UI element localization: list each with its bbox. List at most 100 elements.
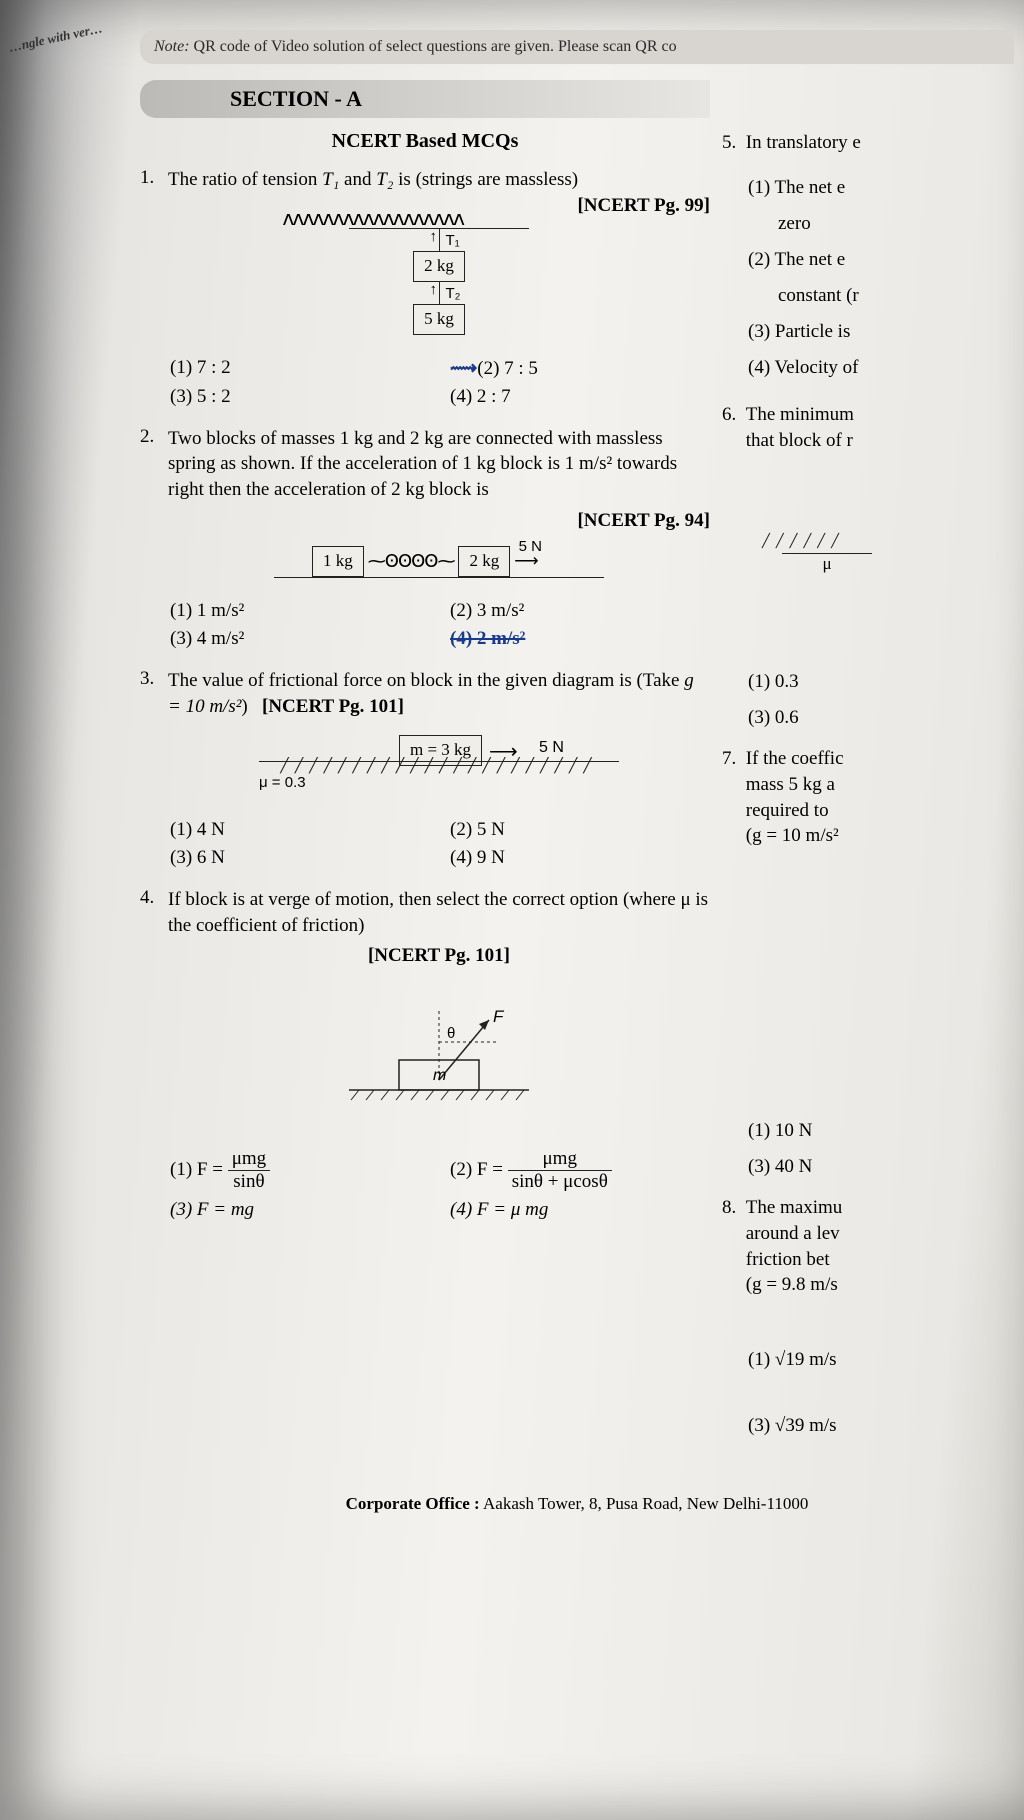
q4-opt3-text: (3) F = mg (170, 1199, 254, 1220)
q5-opt1[interactable]: (1) The net e (748, 170, 1014, 206)
q2-text: Two blocks of masses 1 kg and 2 kg are c… (168, 428, 677, 500)
block-2kg-b: 2 kg (458, 546, 510, 577)
q4-opt3[interactable]: (3) F = mg (170, 1199, 430, 1221)
block-m-label: m (433, 1067, 446, 1084)
q4-opt1-prefix: (1) F = (170, 1159, 228, 1180)
footer-label: Corporate Office : (346, 1494, 480, 1513)
q4-ref: [NCERT Pg. 101] (168, 943, 710, 969)
q7-text2: mass 5 kg a (746, 774, 835, 795)
q3-text-a: The value of frictional force on block i… (168, 670, 684, 691)
angle-theta-label: θ (447, 1025, 455, 1042)
q4-opt1[interactable]: (1) F = μmgsinθ (170, 1148, 430, 1193)
footer-address: Aakash Tower, 8, Pusa Road, New Delhi-11… (480, 1494, 809, 1513)
q4-diagram: F θ m (168, 980, 710, 1126)
q5-text: In translatory e (746, 132, 861, 153)
question-5: 5. In translatory e (722, 130, 1014, 156)
right-column: 5. In translatory e (1) The net e zero (… (722, 80, 1014, 1444)
q6-opt1[interactable]: (1) 0.3 (748, 664, 1014, 700)
q1-opt2[interactable]: ⟿(2) 7 : 5 (450, 357, 710, 380)
q5-opt1b: zero (778, 206, 1014, 242)
q3-opt2[interactable]: (2) 5 N (450, 819, 710, 841)
question-2: 2. Two blocks of masses 1 kg and 2 kg ar… (140, 426, 710, 591)
q2-ref: [NCERT Pg. 94] (168, 508, 710, 534)
q2-opt3[interactable]: (3) 4 m/s² (170, 628, 430, 650)
q4-opt2-prefix: (2) F = (450, 1159, 508, 1180)
q8-text2: around a lev (746, 1223, 840, 1244)
q3-opt3[interactable]: (3) 6 N (170, 847, 430, 869)
q7-opt1[interactable]: (1) 10 N (748, 1113, 1014, 1149)
question-6: 6. The minimum that block of r (722, 402, 1014, 453)
q3-text-b: ) (241, 696, 247, 717)
q5-options: (1) The net e zero (2) The net e constan… (748, 170, 1014, 387)
q3-ref: [NCERT Pg. 101] (262, 696, 404, 717)
q6-diagram: ╱╱╱╱╱╱ μ (762, 537, 1014, 574)
q8-options: (1) √19 m/s (3) √39 m/s (748, 1342, 1014, 1444)
ground-hatch-icon (351, 1090, 524, 1100)
force-5n-b: 5 N (539, 737, 564, 759)
question-4: 4. If block is at verge of motion, then … (140, 887, 710, 1138)
q4-options: (1) F = μmgsinθ (2) F = μmgsinθ + μcosθ … (170, 1148, 710, 1221)
mu-hatch-icon: ╱╱╱╱╱╱ (762, 537, 1014, 545)
q7-opt3[interactable]: (3) 40 N (748, 1149, 1014, 1185)
q4-opt2-den: sinθ + μcosθ (508, 1171, 612, 1193)
q8-opt3[interactable]: (3) √39 m/s (748, 1408, 1014, 1444)
q1-t2: T₂ (376, 169, 393, 190)
q1-t1: T₁ (322, 169, 339, 190)
q4-opt1-num: μmg (228, 1148, 270, 1171)
q2-diagram: 1 kg ⁓ꙨꙨꙨꙨ⁓ 2 kg ⟶ 5 N (168, 546, 710, 578)
q6-text2: that block of r (746, 430, 853, 451)
t1-label: T₁ (446, 231, 460, 251)
q6-text: The minimum (746, 404, 854, 425)
q7-number: 7. (722, 748, 736, 769)
q1-options: (1) 7 : 2 ⟿(2) 7 : 5 (3) 5 : 2 (4) 2 : 7 (170, 357, 710, 408)
note-banner: Note: QR code of Video solution of selec… (140, 30, 1014, 64)
book-spine-text: …ngle with ver… (7, 20, 104, 55)
mu-surface: μ (782, 553, 872, 574)
mu-label: μ = 0.3 (259, 773, 306, 793)
q5-opt3[interactable]: (3) Particle is (748, 314, 1014, 350)
q3-number: 3. (140, 668, 168, 793)
q3-opt4[interactable]: (4) 9 N (450, 847, 710, 869)
q2-opt2[interactable]: (2) 3 m/s² (450, 600, 710, 622)
pen-mark-icon: ⟿ (450, 358, 477, 379)
q7-text4: (g = 10 m/s² (746, 825, 839, 846)
q4-opt2[interactable]: (2) F = μmgsinθ + μcosθ (450, 1148, 710, 1193)
q8-text4: (g = 9.8 m/s (746, 1274, 838, 1295)
q3-opt1[interactable]: (1) 4 N (170, 819, 430, 841)
block-1kg: 1 kg (312, 546, 364, 577)
q2-opt4[interactable]: (4) 2 m/s² (450, 628, 710, 650)
q4-opt4[interactable]: (4) F = μ mg (450, 1199, 710, 1221)
q6-number: 6. (722, 404, 736, 425)
q8-opt1[interactable]: (1) √19 m/s (748, 1342, 1014, 1378)
q8-number: 8. (722, 1197, 736, 1218)
q8-text: The maximu (746, 1197, 843, 1218)
page-footer: Corporate Office : Aakash Tower, 8, Pusa… (140, 1484, 1014, 1514)
arrow-up-icon: ↑ (430, 280, 438, 300)
question-3: 3. The value of frictional force on bloc… (140, 668, 710, 793)
q1-opt2-text: (2) 7 : 5 (477, 358, 538, 379)
question-7: 7. If the coeffic mass 5 kg a required t… (722, 746, 1014, 849)
q2-opt4-text: (4) 2 m/s² (450, 628, 525, 649)
q5-opt2[interactable]: (2) The net e (748, 242, 1014, 278)
note-text: QR code of Video solution of select ques… (194, 38, 677, 55)
q4-opt1-den: sinθ (228, 1171, 270, 1193)
spring-icon: ⁓ꙨꙨꙨꙨ⁓ (368, 549, 455, 573)
q1-opt1[interactable]: (1) 7 : 2 (170, 357, 430, 380)
q4-opt2-num: μmg (508, 1148, 612, 1171)
q1-text-a: The ratio of tension (168, 169, 322, 190)
force-5n: 5 N (519, 537, 542, 557)
q6-opt3[interactable]: (3) 0.6 (748, 700, 1014, 736)
q4-body: If block is at verge of motion, then sel… (168, 887, 710, 1138)
q3-options: (1) 4 N (2) 5 N (3) 6 N (4) 9 N (170, 819, 710, 869)
q1-opt4[interactable]: (4) 2 : 7 (450, 386, 710, 408)
q2-opt1[interactable]: (1) 1 m/s² (170, 600, 430, 622)
q4-text: If block is at verge of motion, then sel… (168, 889, 708, 936)
block-2kg: 2 kg (413, 251, 465, 282)
q5-opt4[interactable]: (4) Velocity of (748, 350, 1014, 386)
force-f-label: F (493, 1007, 505, 1026)
q4-number: 4. (140, 887, 168, 1138)
q7-text3: required to (746, 800, 829, 821)
q2-number: 2. (140, 426, 168, 591)
q1-ref: [NCERT Pg. 99] (577, 193, 710, 219)
q1-opt3[interactable]: (3) 5 : 2 (170, 386, 430, 408)
